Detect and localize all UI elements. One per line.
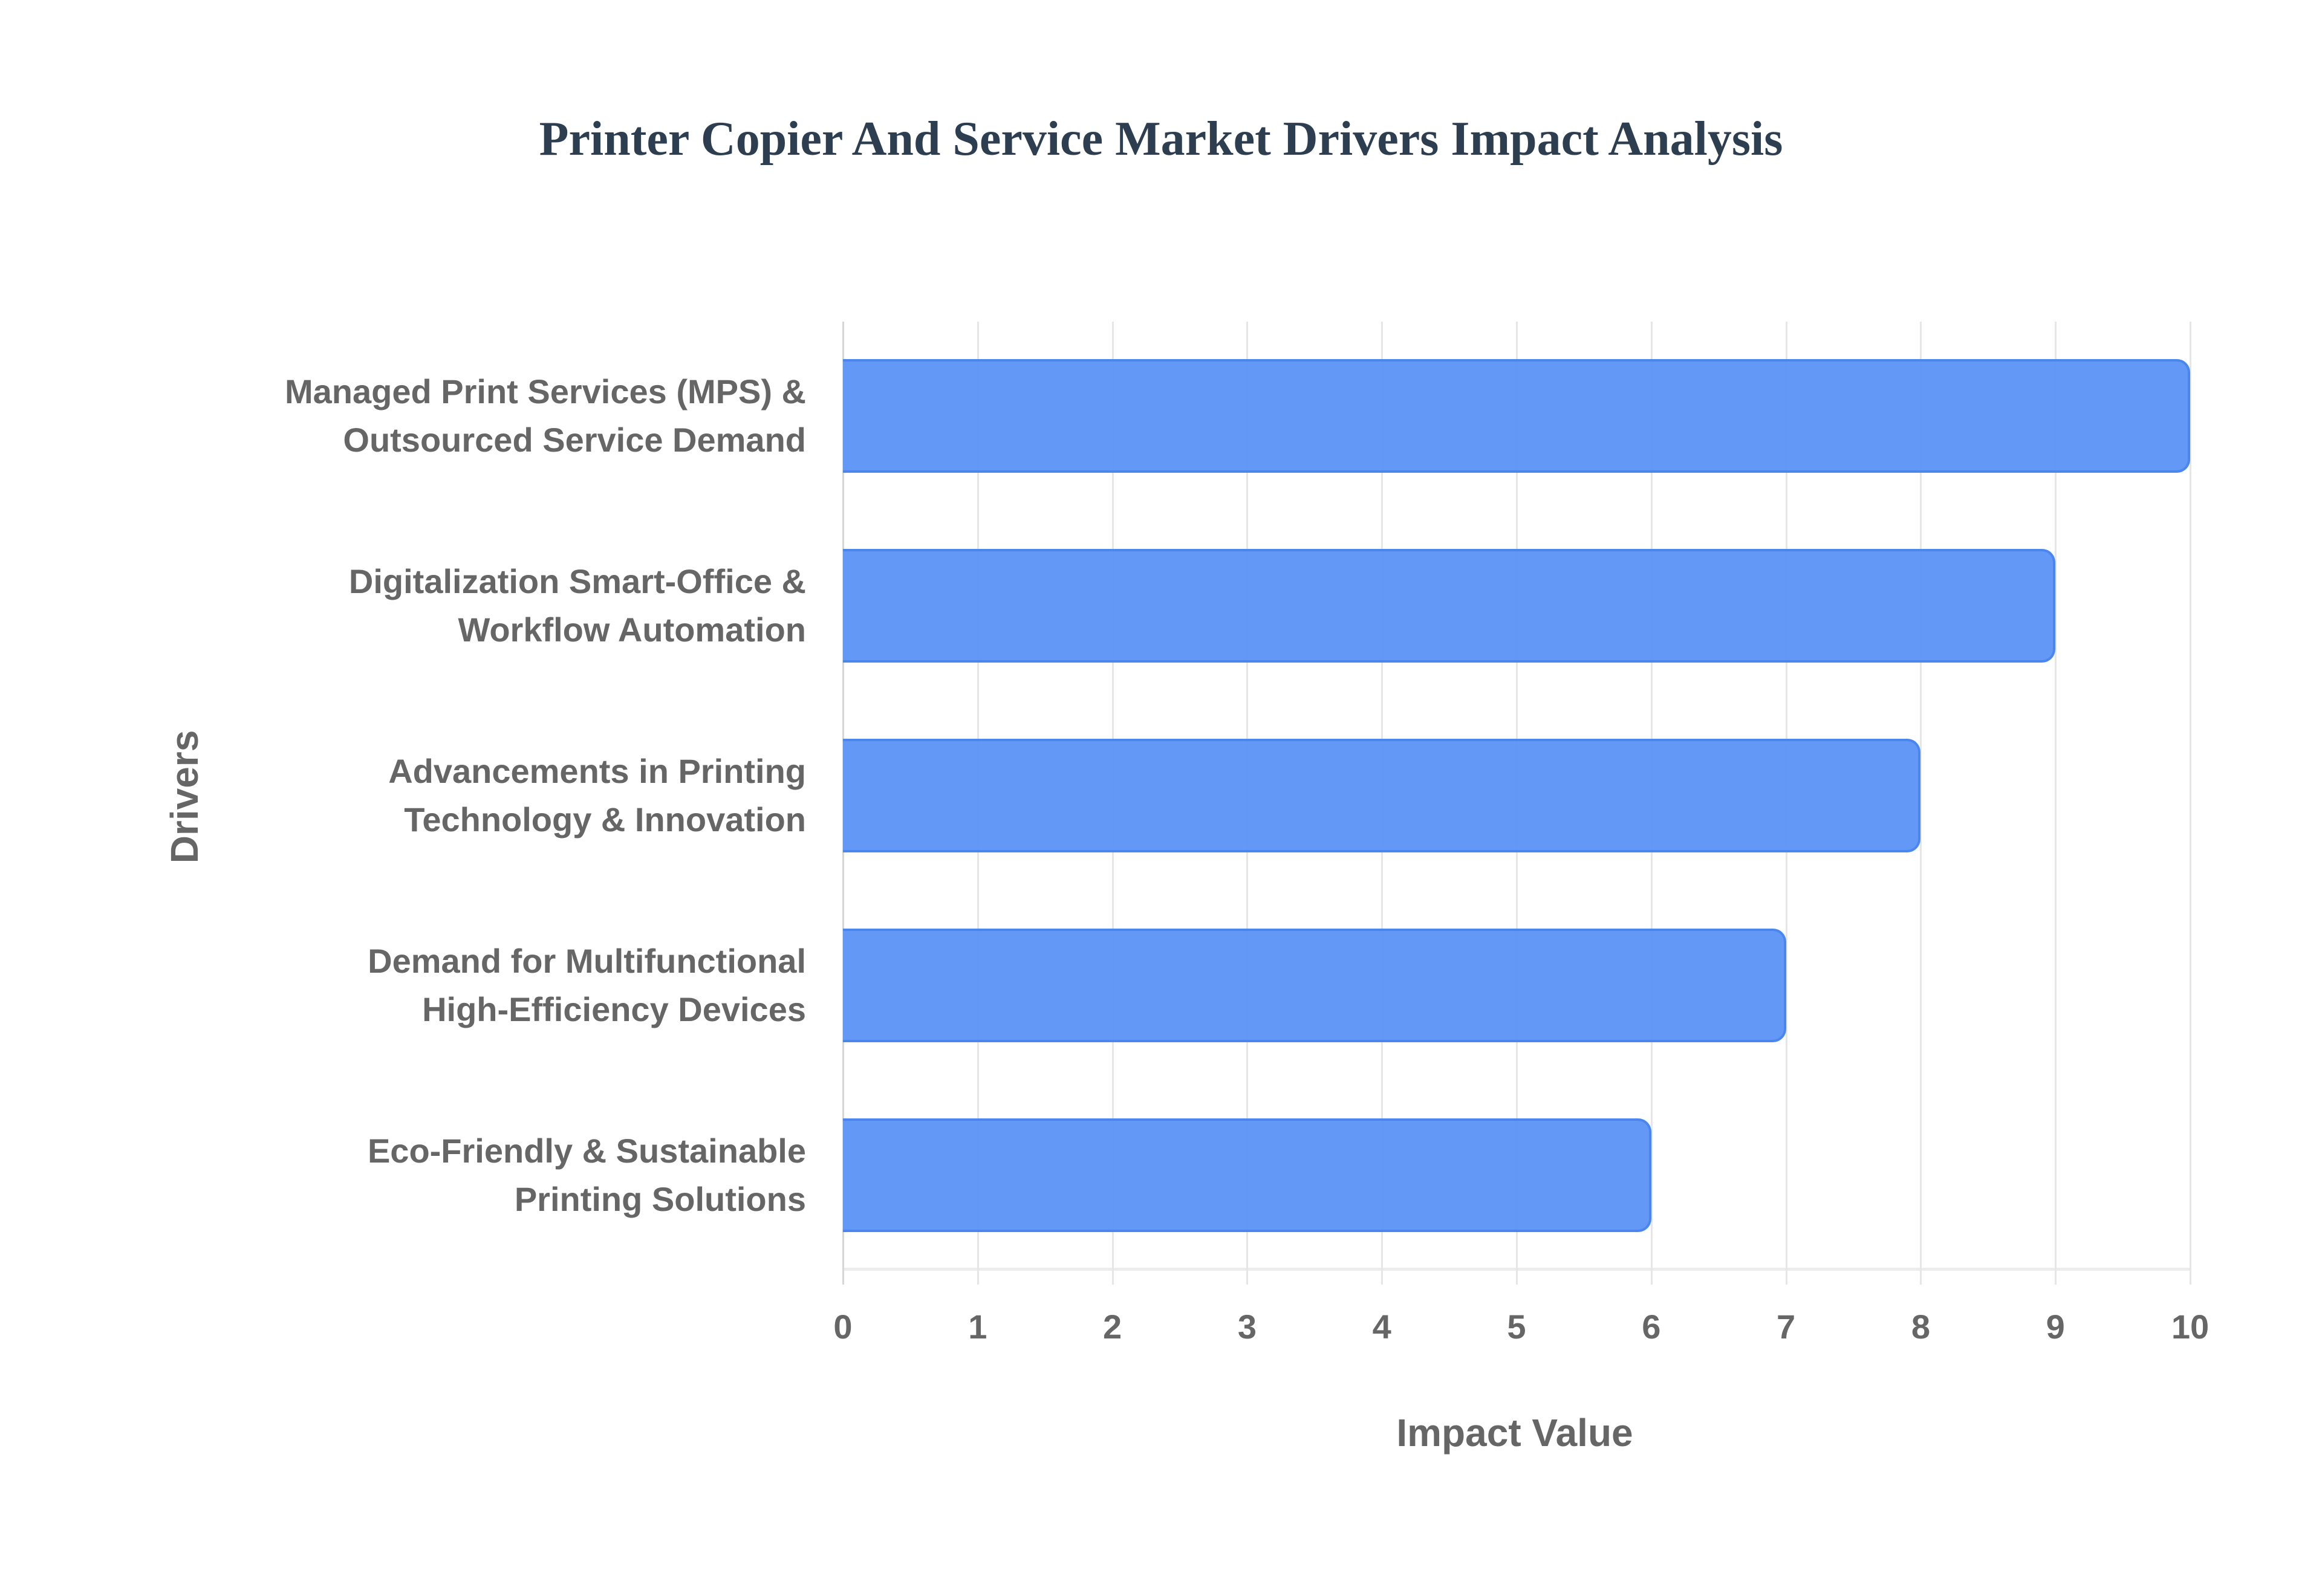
x-tick-label: 5 [1507, 1308, 1526, 1346]
y-category-label: Digitalization Smart-Office & Workflow Au… [348, 562, 806, 649]
plot-area [842, 322, 2191, 1285]
y-category-label: Demand for Multifunctional High-Efficienc… [368, 942, 806, 1028]
x-tick-label: 3 [1237, 1308, 1257, 1346]
bar[interactable] [843, 1118, 1651, 1232]
gridline [2190, 322, 2191, 1285]
x-tick-label: 2 [1103, 1308, 1122, 1346]
x-tick-label: 9 [2046, 1308, 2065, 1346]
x-tick-label: 6 [1642, 1308, 1661, 1346]
x-tick-label: 0 [833, 1308, 853, 1346]
chart-title: Printer Copier And Service Market Driver… [539, 112, 1783, 166]
bar[interactable] [843, 549, 2056, 663]
gridline [2055, 322, 2057, 1285]
x-tick-label: 10 [2171, 1308, 2210, 1346]
gridline [1920, 322, 1922, 1285]
y-category-label: Advancements in Printing Technology & Inn… [388, 752, 806, 839]
y-category-label: Eco-Friendly & Sustainable Printing Solut… [367, 1132, 806, 1218]
x-tick-label: 8 [1911, 1308, 1930, 1346]
bar[interactable] [843, 739, 1921, 852]
y-category-label: Managed Print Services (MPS) & Outsourced… [284, 372, 806, 459]
x-tick-label: 7 [1777, 1308, 1796, 1346]
x-axis-title: Impact Value [1396, 1411, 1633, 1455]
x-tick-label: 1 [968, 1308, 987, 1346]
x-tick-label: 4 [1372, 1308, 1391, 1346]
bar[interactable] [843, 359, 2190, 473]
bar[interactable] [843, 929, 1786, 1042]
